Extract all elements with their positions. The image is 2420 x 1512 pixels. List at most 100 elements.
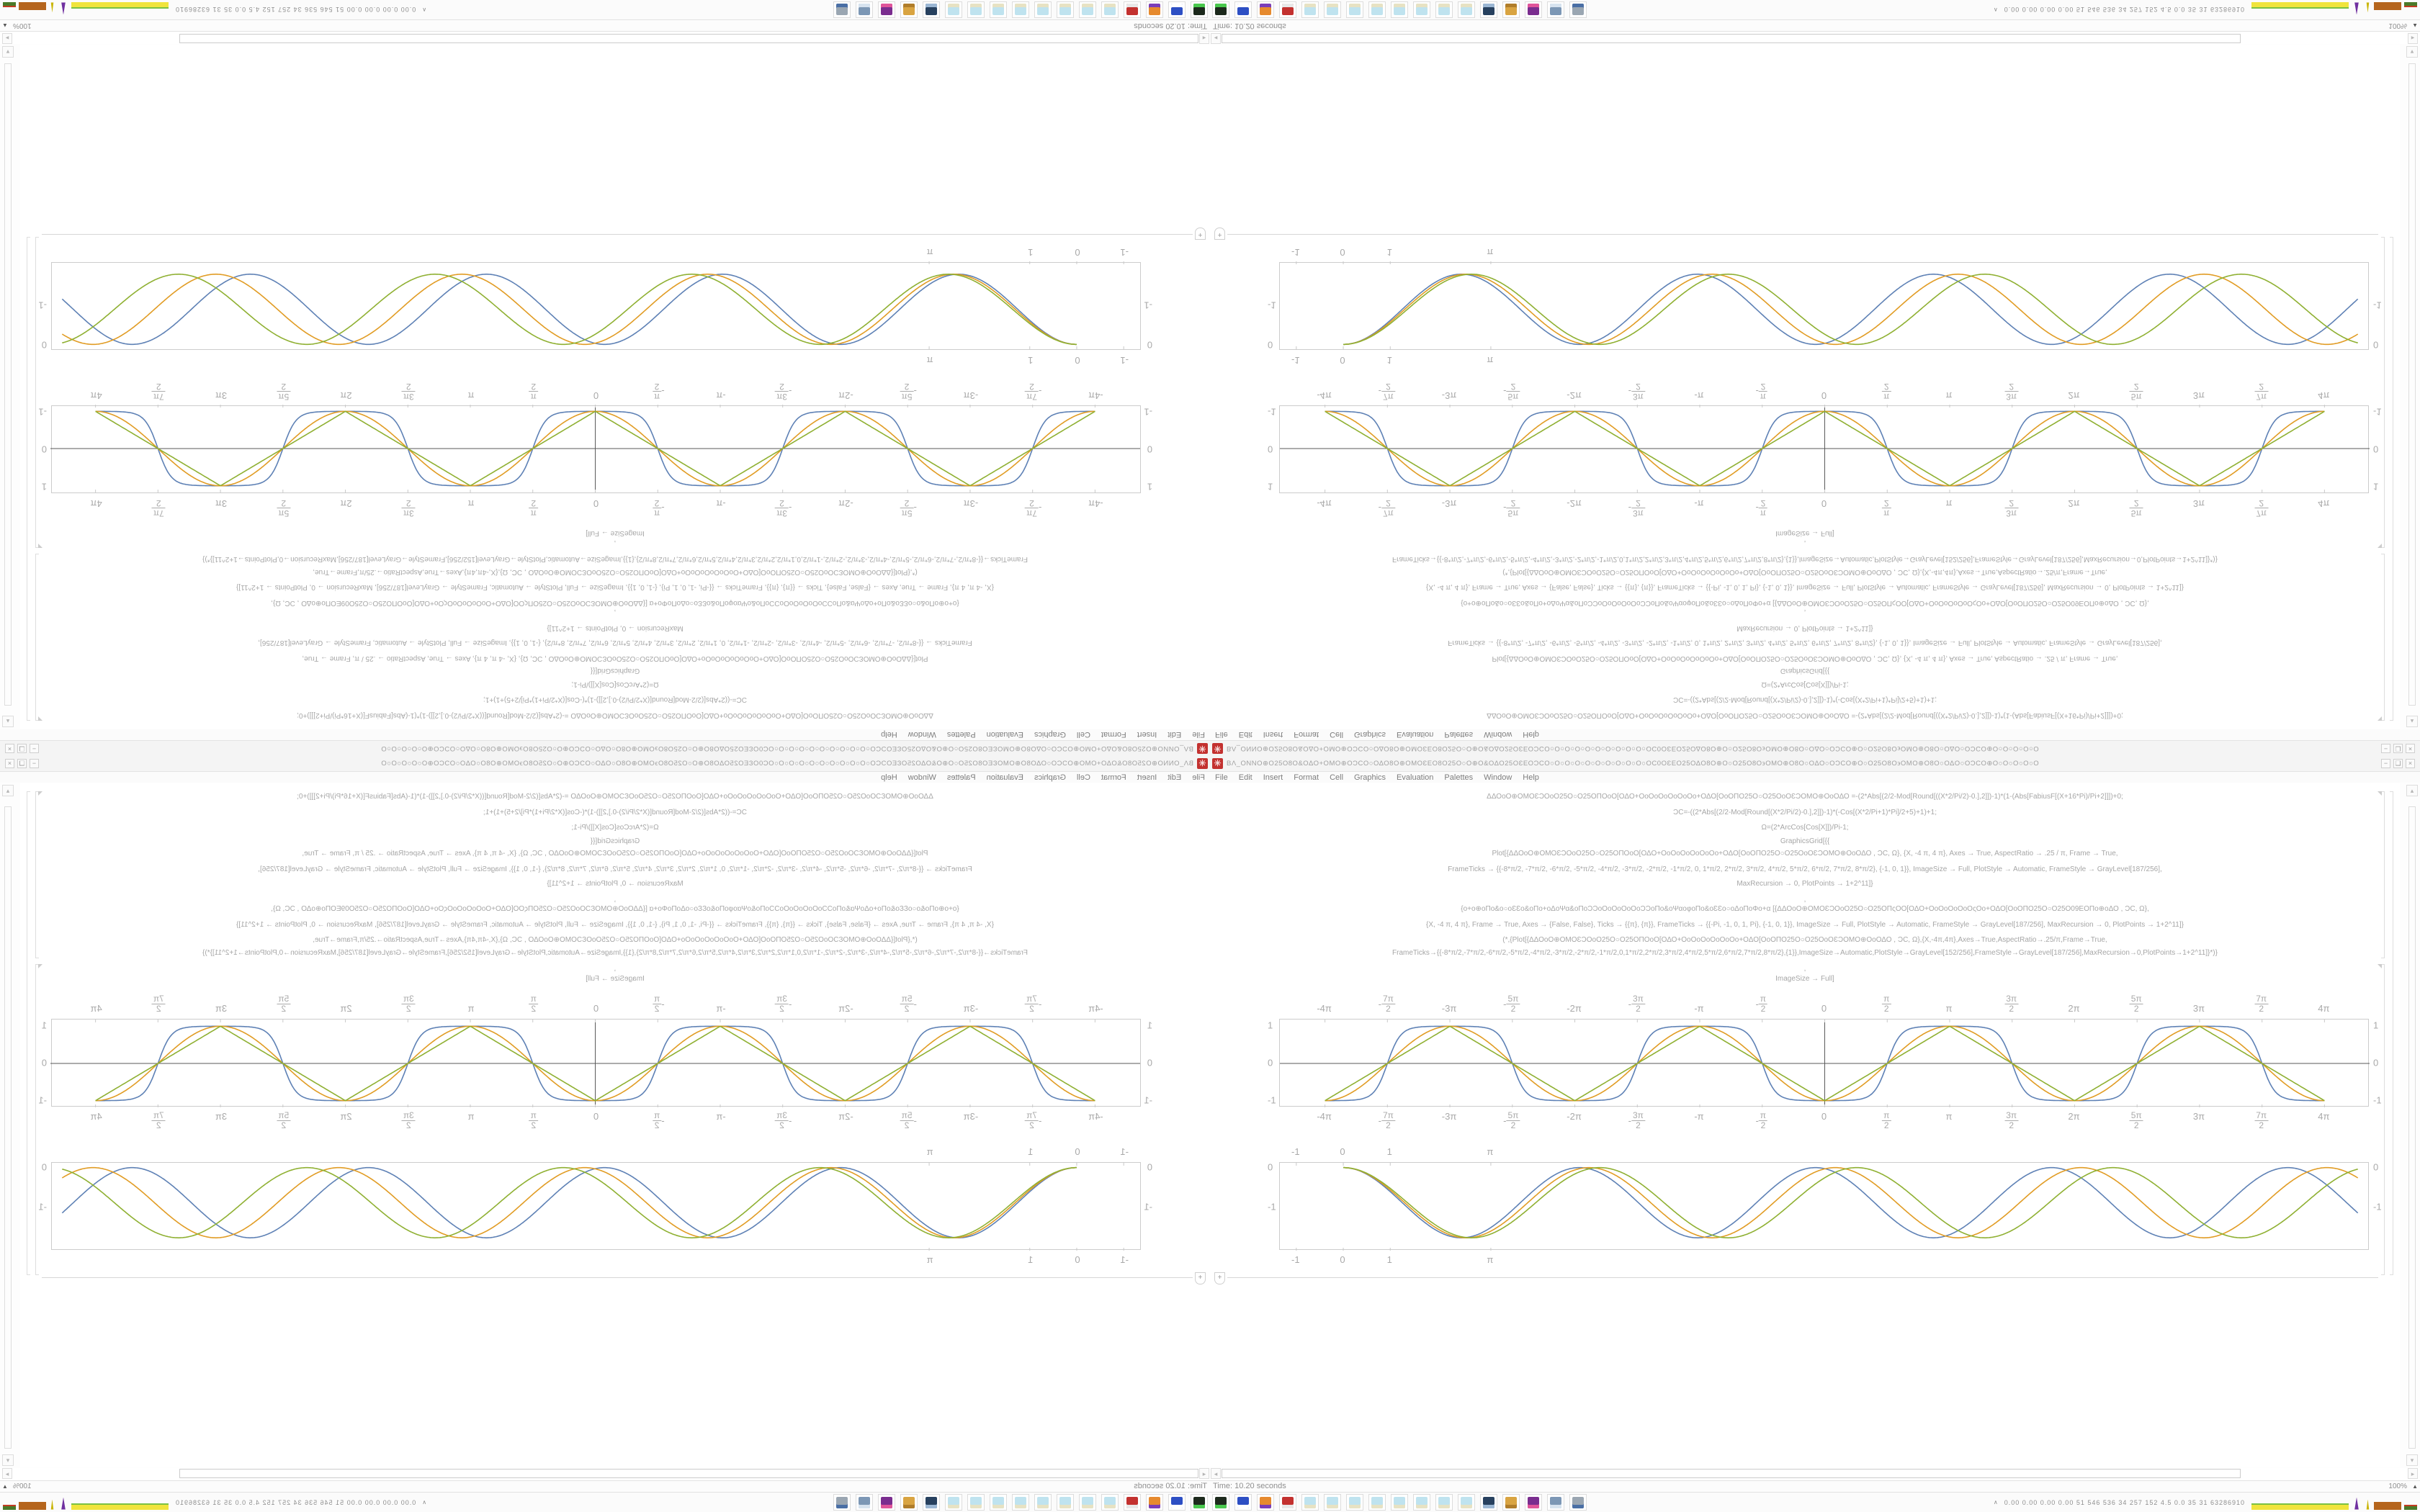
menu-item-graphics[interactable]: Graphics	[1354, 773, 1386, 782]
code-line[interactable]: Plot[{ΔΔΟοΟ⊕ΟΜΟƐƆΟοΟ25Ο○Ο25ΟΠΟοΟ[ΟΔΟ+ΟοΟ…	[1492, 654, 2118, 662]
window-titlebar[interactable]: ✳ ΒΛ_ΟΝΝΟ⊕Ο25Ο8Ο&ΟΔΟ+ΟΜΟ⊕ΟƆCΟ○ΟΔΟ8Ο⊕ΟΜΟƐ…	[0, 756, 1210, 772]
menu-item-cell[interactable]: Cell	[1076, 773, 1090, 782]
menu-item-help[interactable]: Help	[881, 730, 897, 739]
notepad-icon[interactable]	[1012, 1494, 1029, 1511]
menu-item-insert[interactable]: Insert	[1137, 730, 1157, 739]
notepad-icon[interactable]	[1368, 1, 1386, 18]
code-line[interactable]: MaxRecursion → 0, PlotPoints → 1+2^11]}	[1736, 880, 1873, 888]
code-line[interactable]: ΔΔΟοΟ⊕ΟΜΟƐƆΟοΟ25Ο○Ο25ΟΠΟοΟ[ΟΔΟ+ΟοΟοΟοΟοΟ…	[1487, 711, 2123, 719]
notepad-icon[interactable]	[1413, 1494, 1430, 1511]
code-line[interactable]: ΔΔΟοΟ⊕ΟΜΟƐƆΟοΟ25Ο○Ο25ΟΠΟοΟ[ΟΔΟ+ΟοΟοΟοΟοΟ…	[297, 793, 933, 801]
folder-icon[interactable]	[900, 1, 918, 18]
cell-insert-line[interactable]	[1227, 234, 2378, 235]
code-line[interactable]: ΔΔΟοΟ⊕ΟΜΟƐƆΟοΟ25Ο○Ο25ΟΠΟοΟ[ΟΔΟ+ΟοΟοΟοΟοΟ…	[297, 711, 933, 719]
notepad-icon[interactable]	[1034, 1, 1052, 18]
tray-expand-icon[interactable]: ∧	[422, 6, 427, 13]
menu-item-insert[interactable]: Insert	[1137, 773, 1157, 782]
code-line[interactable]: Ω=(2*ArcCos[Cos[X]])/Pi-1;	[571, 680, 659, 688]
cell-bracket-input[interactable]	[35, 554, 39, 721]
plot-frame[interactable]	[1279, 405, 2370, 493]
cell-bracket-input[interactable]	[35, 791, 39, 958]
cell-insert-line[interactable]	[42, 1277, 1193, 1278]
tray-expand-icon[interactable]: ∧	[1993, 1499, 1998, 1506]
horizontal-scroll-right-button[interactable]: ▸	[2408, 33, 2418, 44]
horizontal-scrollbar[interactable]: ◂ ▸	[1210, 1468, 2420, 1480]
notepad-icon[interactable]	[1435, 1494, 1453, 1511]
vertical-scroll-down-button[interactable]: ▾	[2, 46, 14, 58]
notepad-icon[interactable]	[1057, 1, 1074, 18]
menu-item-evaluation[interactable]: Evaluation	[1397, 773, 1434, 782]
code-line[interactable]: FrameTicks → {{-8*π/2, -7*π/2, -6*π/2, -…	[1448, 865, 2162, 873]
minimize-button[interactable]: −	[2381, 744, 2390, 753]
code-line[interactable]: GraphicsGrid[{{	[590, 667, 640, 675]
code-line[interactable]: {ο+ο⊕οΠο&ο○οƐƐο&οΠο+οΔοΨα&οΠοƆƆοΟοΟοΟοΟο…	[271, 905, 959, 913]
vertical-scroll-up-button[interactable]: ▴	[2, 785, 14, 796]
code-line[interactable]: ,	[614, 608, 617, 616]
resize-grip-icon[interactable]: ▲	[2412, 1483, 2418, 1490]
minimize-button[interactable]: −	[2381, 759, 2390, 768]
horizontal-scroll-right-button[interactable]: ▸	[2, 33, 12, 44]
vertical-scrollbar-thumb[interactable]	[2408, 63, 2416, 706]
menu-item-window[interactable]: Window	[1484, 773, 1512, 782]
minimize-button[interactable]: −	[30, 759, 39, 768]
code-line[interactable]: (*,{Plot[{ΔΔΟοΟ⊕ΟΜΟƐƆΟοΟ25Ο○Ο25ΟΠΟοΟ[ΟΔΟ…	[313, 568, 918, 576]
code-line[interactable]: {ο+ο⊕οΠο&ο○οƐƐο&οΠο+οΔοΨα&οΠοƆƆοΟοΟοΟοΟο…	[1461, 599, 2149, 607]
plot-frame[interactable]	[51, 261, 1141, 350]
code-line[interactable]: ,	[614, 539, 617, 547]
notepad-icon[interactable]	[1034, 1494, 1052, 1511]
zoom-level[interactable]: 100%	[13, 1482, 32, 1490]
menu-item-palettes[interactable]: Palettes	[946, 730, 976, 739]
code-line[interactable]: FrameTicks → {{-8*π/2, -7*π/2, -6*π/2, -…	[258, 865, 972, 873]
notebook-content[interactable]: ΔΔΟοΟ⊕ΟΜΟƐƆΟοΟ25Ο○Ο25ΟΠΟοΟ[ΟΔΟ+ΟοΟοΟοΟοΟ…	[1210, 783, 2400, 1467]
floppy-save-icon[interactable]	[1168, 1494, 1186, 1511]
menu-item-insert[interactable]: Insert	[1263, 773, 1283, 782]
code-line[interactable]: ƆC=-((2*Abs[(2/2-Mod[Round[(X*2/Pi/2)-0.…	[1673, 809, 1937, 816]
code-line[interactable]: Ω=(2*ArcCos[Cos[X]])/Pi-1;	[1761, 824, 1849, 832]
horizontal-scrollbar-thumb[interactable]	[1222, 34, 2241, 43]
mathematica-icon[interactable]	[1279, 1, 1296, 18]
vertical-scroll-up-button[interactable]: ▴	[2406, 785, 2418, 796]
cell-insert-plus-icon[interactable]: +	[1195, 1272, 1206, 1284]
window-terminal-icon[interactable]	[833, 1494, 851, 1511]
notepad-icon[interactable]	[1079, 1, 1096, 18]
floppy-save-icon[interactable]	[1168, 1, 1186, 18]
tray-expand-icon[interactable]: ∧	[422, 1499, 427, 1506]
code-line[interactable]: (*,{Plot[{ΔΔΟοΟ⊕ΟΜΟƐƆΟοΟ25Ο○Ο25ΟΠΟοΟ[ΟΔΟ…	[1502, 936, 2107, 944]
notepad-icon[interactable]	[1346, 1, 1363, 18]
resize-grip-icon[interactable]: ▲	[2, 1483, 8, 1490]
screenshot-monitor-icon[interactable]	[1480, 1494, 1497, 1511]
notepad-icon[interactable]	[1413, 1, 1430, 18]
plot-frame[interactable]	[50, 405, 1141, 493]
vertical-scroll-up-button[interactable]: ▴	[2, 716, 14, 727]
scroll-document-icon[interactable]	[856, 1494, 873, 1511]
code-line[interactable]: ΔΔΟοΟ⊕ΟΜΟƐƆΟοΟ25Ο○Ο25ΟΠΟοΟ[ΟΔΟ+ΟοΟοΟοΟοΟ…	[1487, 793, 2123, 801]
cell-insert-line[interactable]	[42, 234, 1193, 235]
mathematica-icon[interactable]	[1124, 1494, 1141, 1511]
horizontal-scroll-left-button[interactable]: ◂	[1211, 33, 1221, 44]
code-line[interactable]: FrameTicks→{{-8*π/2,-7*π/2,-6*π/2,-5*π/2…	[1392, 949, 2218, 957]
restore-button[interactable]: ❑	[2393, 744, 2403, 753]
menu-item-help[interactable]: Help	[1523, 773, 1539, 782]
code-line[interactable]: FrameTicks→{{-8*π/2,-7*π/2,-6*π/2,-5*π/2…	[1392, 555, 2218, 563]
close-button[interactable]: ×	[2406, 744, 2415, 753]
resize-grip-icon[interactable]: ▲	[2412, 22, 2418, 29]
menu-item-edit[interactable]: Edit	[1238, 773, 1252, 782]
menu-item-format[interactable]: Format	[1101, 773, 1126, 782]
code-line[interactable]: FrameTicks→{{-8*π/2,-7*π/2,-6*π/2,-5*π/2…	[202, 555, 1028, 563]
vertical-scroll-down-button[interactable]: ▾	[2406, 46, 2418, 58]
cell-bracket-input[interactable]	[2381, 554, 2385, 721]
screenshot-monitor-icon[interactable]	[923, 1494, 940, 1511]
window-titlebar[interactable]: ✳ ΒΛ_ΟΝΝΟ⊕Ο25Ο8Ο&ΟΔΟ+ΟΜΟ⊕ΟƆCΟ○ΟΔΟ8Ο⊕ΟΜΟƐ…	[1210, 740, 2420, 756]
gimp-purple-icon[interactable]	[1525, 1, 1542, 18]
menu-item-window[interactable]: Window	[908, 773, 936, 782]
notepad-icon[interactable]	[967, 1, 985, 18]
menu-item-palettes[interactable]: Palettes	[1444, 773, 1474, 782]
code-line[interactable]: ,	[1803, 608, 1806, 616]
horizontal-scroll-left-button[interactable]: ◂	[1199, 33, 1209, 44]
vertical-scroll-down-button[interactable]: ▾	[2406, 1454, 2418, 1466]
notebook-content[interactable]: ΔΔΟοΟ⊕ΟΜΟƐƆΟοΟ25Ο○Ο25ΟΠΟοΟ[ΟΔΟ+ΟοΟοΟοΟοΟ…	[1210, 45, 2400, 729]
restore-button[interactable]: ❑	[17, 759, 27, 768]
cell-bracket-output[interactable]	[35, 964, 39, 1275]
cell-bracket-group[interactable]	[2390, 791, 2393, 1275]
close-button[interactable]: ×	[2406, 759, 2415, 768]
